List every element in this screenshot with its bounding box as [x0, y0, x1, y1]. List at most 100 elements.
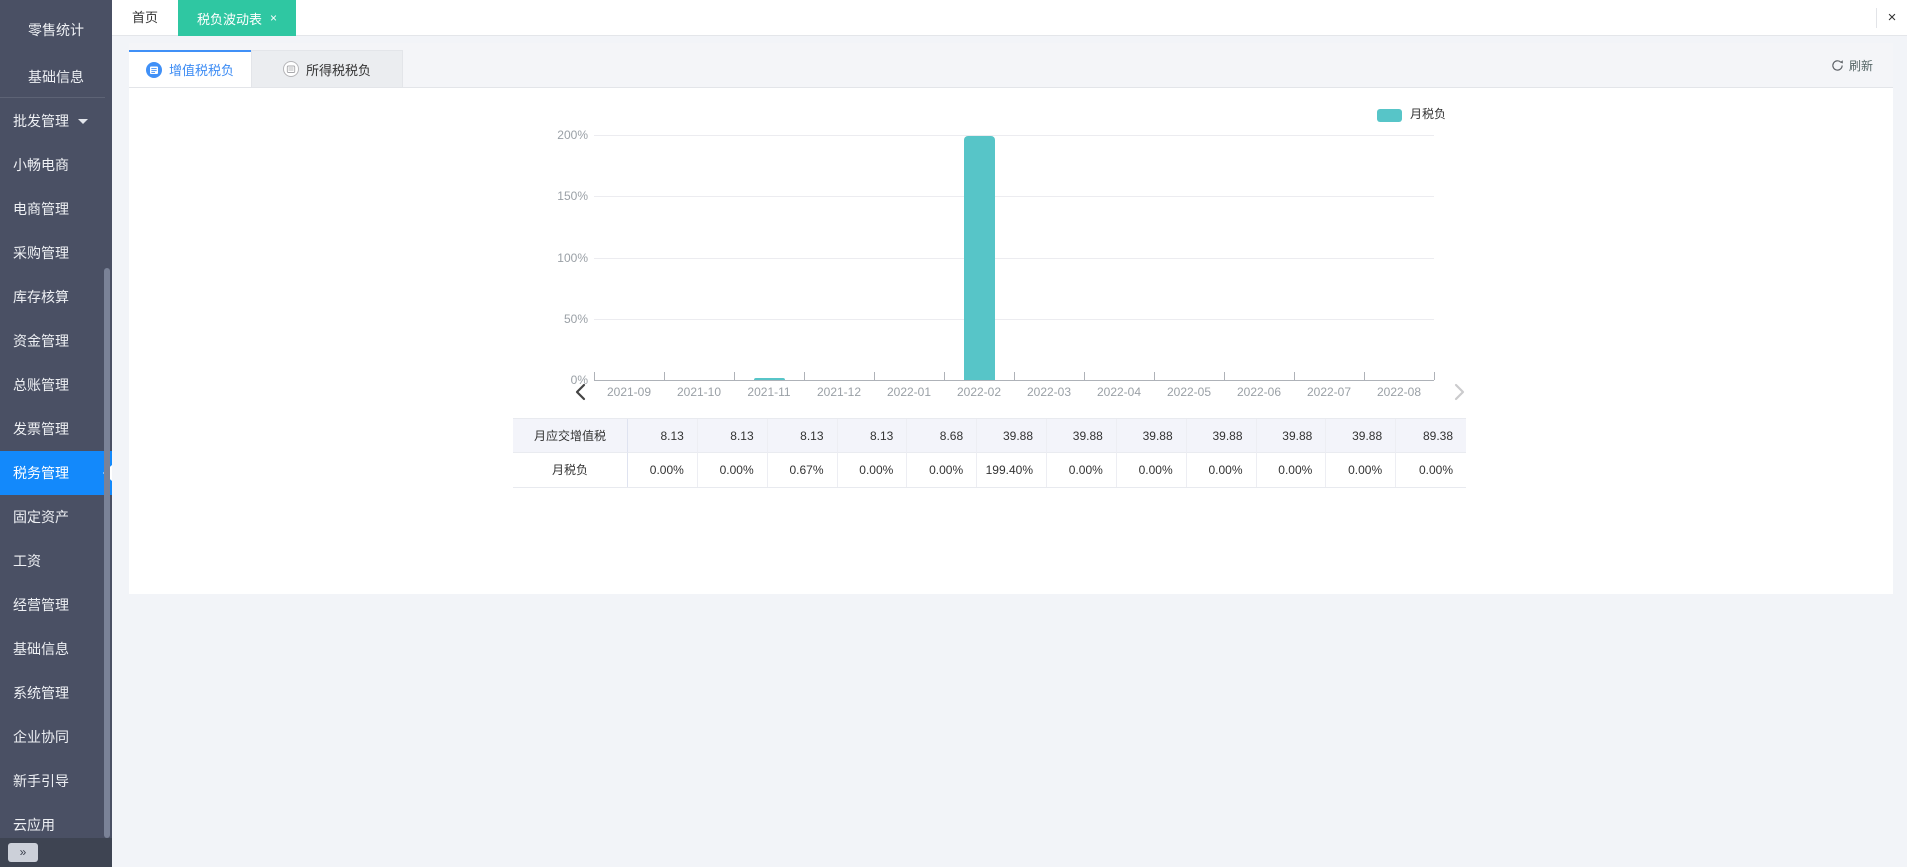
- legend-label[interactable]: 月税负: [1410, 107, 1447, 121]
- chevron-right-icon: [1454, 383, 1465, 401]
- sidebar-item[interactable]: 小畅电商: [0, 143, 112, 187]
- card-tab-strip: 增值税税负 所得税税负 刷新: [129, 43, 1893, 88]
- table-cell: 89.38: [1396, 419, 1466, 453]
- table-cell: 8.13: [628, 419, 698, 453]
- sidebar-item[interactable]: 企业协同: [0, 715, 112, 759]
- sidebar-item[interactable]: 资金管理: [0, 319, 112, 363]
- table-cell: 0.67%: [767, 453, 838, 487]
- sidebar-item[interactable]: 工资: [0, 539, 112, 583]
- sidebar-item-active[interactable]: 税务管理: [0, 451, 112, 495]
- x-axis-tick: [804, 372, 805, 380]
- sidebar-scrollbar-thumb[interactable]: [104, 268, 110, 838]
- tab-vat-burden[interactable]: 增值税税负: [129, 50, 251, 87]
- x-axis-tick: [1154, 372, 1155, 380]
- sidebar-collapse-button[interactable]: »: [8, 843, 38, 862]
- x-axis-category-label: 2021-10: [676, 385, 722, 399]
- bar-2022-02: [963, 135, 995, 380]
- sidebar-item[interactable]: 新手引导: [0, 759, 112, 803]
- x-axis-tick: [1294, 372, 1295, 380]
- sidebar-item[interactable]: 经营管理: [0, 583, 112, 627]
- sidebar-item[interactable]: 零售统计: [0, 8, 112, 52]
- table-cell: 39.88: [1326, 419, 1397, 453]
- sidebar-item-label: 新手引导: [13, 773, 69, 789]
- x-axis-category-label: 2021-12: [816, 385, 862, 399]
- sidebar-item-label: 批发管理: [13, 113, 69, 129]
- table-cell: 39.88: [977, 419, 1047, 453]
- sidebar-item-label: 零售统计: [28, 22, 84, 38]
- tab-income-tax-burden[interactable]: 所得税税负: [251, 50, 403, 87]
- sidebar-item-label: 发票管理: [13, 421, 69, 437]
- x-axis-category-label: 2022-07: [1306, 385, 1352, 399]
- x-axis-tick: [734, 372, 735, 380]
- sidebar-item[interactable]: 基础信息: [0, 55, 112, 99]
- table-cell: 0.00%: [1186, 453, 1257, 487]
- bar-2021-11: [753, 378, 785, 380]
- refresh-button[interactable]: 刷新: [1831, 43, 1873, 88]
- sidebar-footer: »: [0, 838, 112, 867]
- x-axis-category-label: 2022-02: [956, 385, 1002, 399]
- chart-gridline: [594, 196, 1434, 198]
- x-axis-category-label: 2021-11: [747, 385, 791, 399]
- tab-tax-fluctuation[interactable]: 税负波动表 ×: [178, 0, 296, 36]
- row-header-cell: 月应交增值税: [513, 419, 628, 453]
- table-cell: 39.88: [1186, 419, 1257, 453]
- table-cell: 0.00%: [628, 453, 698, 487]
- sidebar-item-label: 企业协同: [13, 729, 69, 745]
- x-axis-tick: [874, 372, 875, 380]
- refresh-icon: [1832, 60, 1843, 71]
- tab-bar: 首页 税负波动表 × ×: [112, 0, 1907, 36]
- x-axis-tick: [1224, 372, 1225, 380]
- x-axis-category-label: 2022-05: [1166, 385, 1212, 399]
- x-axis-category-label: 2022-08: [1376, 385, 1422, 399]
- sidebar-item-label: 税务管理: [13, 465, 69, 481]
- income-tax-report-icon: [282, 61, 299, 77]
- table-cell: 8.13: [767, 419, 838, 453]
- x-axis-tick: [1364, 372, 1365, 380]
- tab-home[interactable]: 首页: [131, 10, 158, 25]
- sidebar-item[interactable]: 库存核算: [0, 275, 112, 319]
- table-cell: 0.00%: [1047, 453, 1117, 487]
- tab-close-icon[interactable]: ×: [270, 11, 278, 25]
- table-cell: 0.00%: [1116, 453, 1187, 487]
- x-axis-line: [594, 380, 1434, 381]
- sidebar-item[interactable]: 系统管理: [0, 671, 112, 715]
- chart-gridline: [594, 318, 1434, 320]
- dropdown-arrow-icon: [78, 118, 88, 124]
- sidebar-item[interactable]: 基础信息: [0, 627, 112, 671]
- x-axis-category-label: 2022-06: [1236, 385, 1282, 399]
- x-axis-tick: [1014, 372, 1015, 380]
- tax-table: 月应交增值税 8.13 8.13 8.13 8.13 8.68 39.88 39.88 39.8…: [513, 418, 1466, 488]
- y-axis-tick-label: 150%: [557, 189, 588, 204]
- x-axis-tick: [944, 372, 945, 380]
- chart-next-button[interactable]: [1452, 383, 1468, 401]
- sidebar-divider: [0, 97, 105, 98]
- x-axis-tick: [594, 372, 595, 380]
- sidebar-item[interactable]: 总账管理: [0, 363, 112, 407]
- sidebar-item[interactable]: 发票管理: [0, 407, 112, 451]
- sidebar-item-label: 经营管理: [13, 597, 69, 613]
- tabbar-divider: [1876, 8, 1877, 28]
- sidebar-item-label: 基础信息: [13, 641, 69, 657]
- sidebar-item[interactable]: 电商管理: [0, 187, 112, 231]
- sidebar-item-label: 库存核算: [13, 289, 69, 305]
- sidebar-item[interactable]: 固定资产: [0, 495, 112, 539]
- table-cell: 39.88: [1116, 419, 1187, 453]
- sidebar-item[interactable]: 采购管理: [0, 231, 112, 275]
- sidebar-item[interactable]: 批发管理: [0, 99, 112, 143]
- sidebar-item-label: 基础信息: [28, 69, 84, 85]
- chart-prev-button[interactable]: [574, 383, 590, 401]
- sidebar-item[interactable]: 云应用: [0, 803, 112, 847]
- close-all-icon[interactable]: ×: [1887, 9, 1897, 26]
- table-cell: 0.00%: [1326, 453, 1397, 487]
- table-cell: 39.88: [1256, 419, 1327, 453]
- tab-income-tax-burden-label: 所得税税负: [305, 62, 371, 78]
- sidebar-item-label: 电商管理: [13, 201, 69, 217]
- sidebar: 零售统计 基础信息 批发管理 小畅电商 电商管理 采购管理 库存核算 资金管理 总账管理 发票管理…: [0, 0, 112, 867]
- table-cell: 0.00%: [837, 453, 908, 487]
- legend-swatch[interactable]: [1377, 109, 1402, 122]
- vat-report-icon: [145, 61, 162, 78]
- row-header-cell: 月税负: [513, 453, 628, 487]
- y-axis-tick-label: 50%: [563, 311, 588, 326]
- table-cell: 39.88: [1047, 419, 1117, 453]
